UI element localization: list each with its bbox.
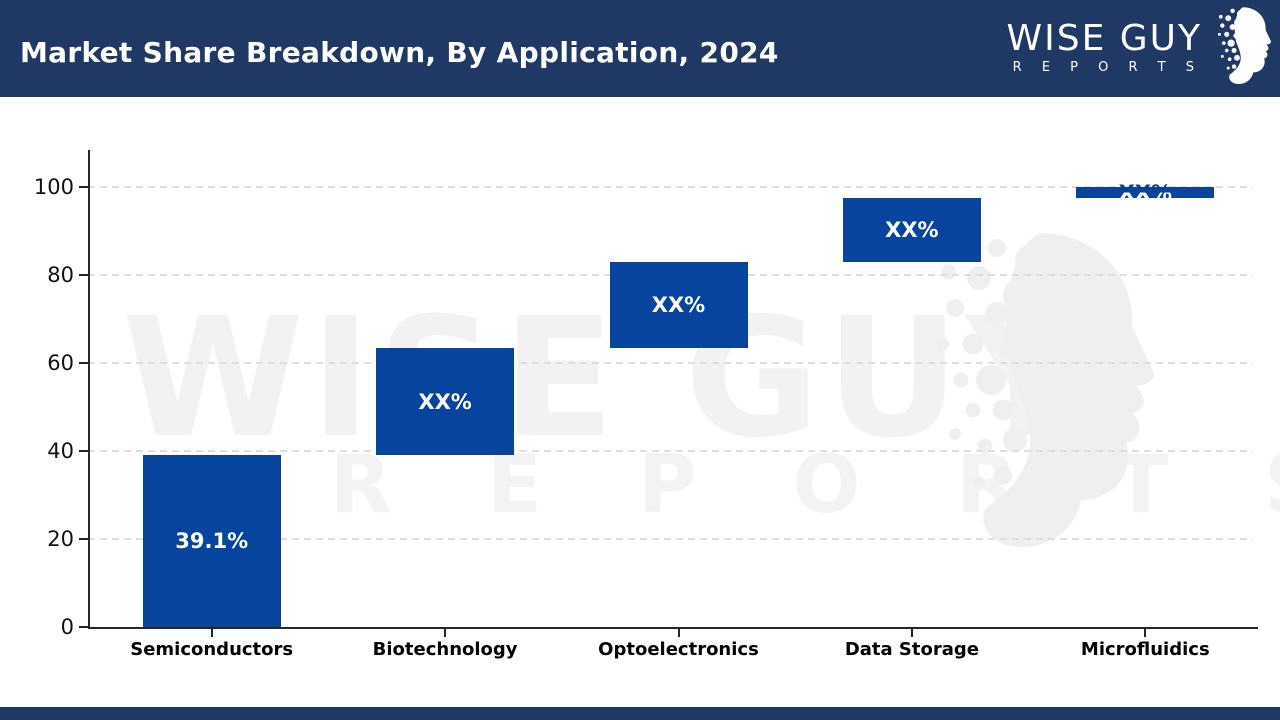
y-axis-tick-label: 20 [47, 527, 74, 551]
y-tick-mark [79, 538, 88, 540]
x-tick-mark [1144, 629, 1147, 637]
y-axis-tick-label: 100 [33, 175, 74, 199]
y-axis-tick-label: 0 [60, 615, 74, 639]
y-axis-tick-label: 80 [47, 263, 74, 287]
y-axis-line [88, 150, 90, 629]
y-tick-mark [79, 450, 88, 452]
y-tick-mark [79, 626, 88, 628]
bar-value-label-part: XX% [1118, 180, 1173, 205]
x-axis-category-label: Data Storage [844, 639, 979, 660]
bar-value-label: XX% [885, 217, 939, 242]
x-axis-category-label: Semiconductors [130, 639, 294, 660]
bar-value-label: XX% [418, 389, 472, 414]
bar-value-label-part: XX% [1118, 180, 1173, 205]
y-tick-mark [79, 186, 88, 188]
y-axis-tick-label: 60 [47, 351, 74, 375]
x-axis-line [88, 627, 1258, 629]
x-tick-mark [210, 629, 213, 637]
x-axis-category-label: Optoelectronics [598, 639, 759, 660]
bar-biotechnology [376, 348, 515, 455]
watermark-wise-guy: WISE GUY [122, 282, 1092, 474]
bar-data-storage [842, 198, 981, 262]
y-tick-mark [79, 362, 88, 364]
bar-microfluidics [1076, 187, 1215, 198]
x-axis-category-label: Biotechnology [372, 639, 518, 660]
wiseguy-logo-wordmark: WISE GUY R E P O R T S [1007, 20, 1203, 76]
gridline [88, 186, 1253, 188]
chart-title: Market Share Breakdown, By Application, … [20, 36, 779, 69]
head-profile-icon [1217, 7, 1271, 84]
header-bar: Market Share Breakdown, By Application, … [0, 0, 1280, 97]
bar-optoelectronics [609, 261, 748, 349]
bar-value-label: XX% [651, 293, 706, 318]
gridline [88, 450, 1253, 452]
x-axis-category-label: Microfluidics [1080, 639, 1210, 660]
x-tick-mark [444, 629, 447, 637]
logo-line-wise-guy: WISE GUY [1006, 18, 1202, 59]
y-tick-mark [79, 274, 88, 276]
y-axis-tick-label: 40 [47, 439, 74, 463]
logo-line-reports: R E P O R T S [1012, 60, 1202, 75]
x-tick-mark [910, 629, 913, 637]
bar-value-label: XX% XX% [1076, 180, 1214, 206]
bar-value-label: 39.1% [175, 528, 249, 553]
x-tick-mark [677, 629, 680, 637]
bar-semiconductors [142, 454, 281, 627]
footer-bar [0, 707, 1280, 720]
gridline [88, 362, 1253, 364]
gridline [88, 538, 1253, 540]
